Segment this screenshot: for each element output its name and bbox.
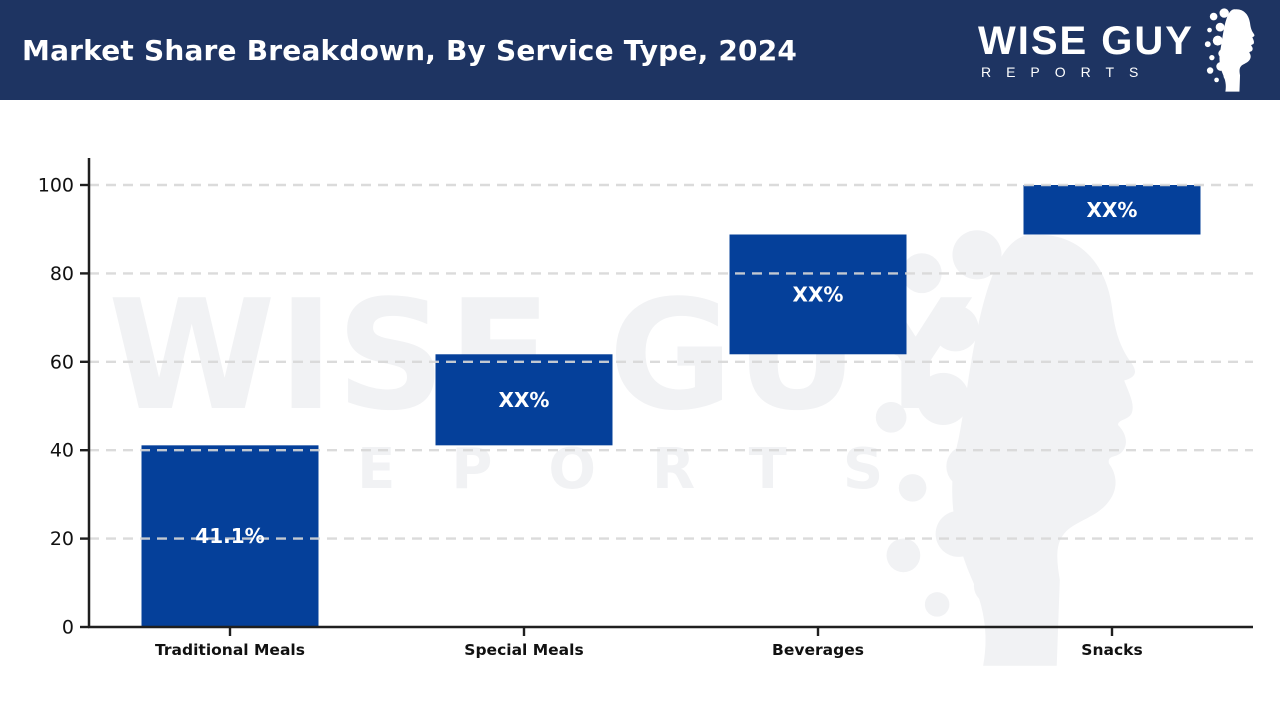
brand-logo: WISE GUY REPORTS (978, 6, 1266, 94)
bar-value-label-beverages: XX% (793, 282, 844, 306)
bar-value-label-traditional-meals: 41.1% (195, 524, 264, 548)
bar-traditional-meals (141, 445, 319, 627)
bar-value-label-snacks: XX% (1087, 198, 1138, 222)
x-tick-label-beverages: Beverages (772, 641, 864, 659)
bar-snacks (1023, 185, 1201, 235)
page-title: Market Share Breakdown, By Service Type,… (22, 33, 798, 67)
x-tick-label-traditional-meals: Traditional Meals (155, 641, 305, 659)
y-tick-label-40: 40 (50, 440, 74, 462)
axes (87, 158, 1253, 629)
x-tick-label-special-meals: Special Meals (464, 641, 583, 659)
bar-special-meals (435, 354, 613, 446)
waterfall-plot: 0 20 40 60 80 100 Traditional Meals Special Mea… (38, 158, 1253, 659)
y-tick-label-100: 100 (38, 175, 74, 197)
bar-value-label-special-meals: XX% (499, 388, 550, 412)
brand-head-icon (1204, 8, 1255, 92)
header-bar: Market Share Breakdown, By Service Type,… (0, 0, 1280, 100)
y-tick-label-80: 80 (50, 263, 74, 285)
brand-name: WISE GUY (977, 18, 1194, 63)
chart-canvas: WISE GUY REPORTS 0 20 40 60 80 100 Traditional… (0, 100, 1280, 720)
bar-beverages (729, 234, 907, 355)
brand-subname: REPORTS (980, 63, 1154, 80)
y-tick-label-0: 0 (62, 617, 74, 639)
y-tick-label-20: 20 (50, 528, 74, 550)
brand-logo-text: WISE GUY REPORTS (978, 21, 1194, 80)
x-tick-label-snacks: Snacks (1081, 641, 1142, 659)
y-tick-label-60: 60 (50, 351, 74, 373)
